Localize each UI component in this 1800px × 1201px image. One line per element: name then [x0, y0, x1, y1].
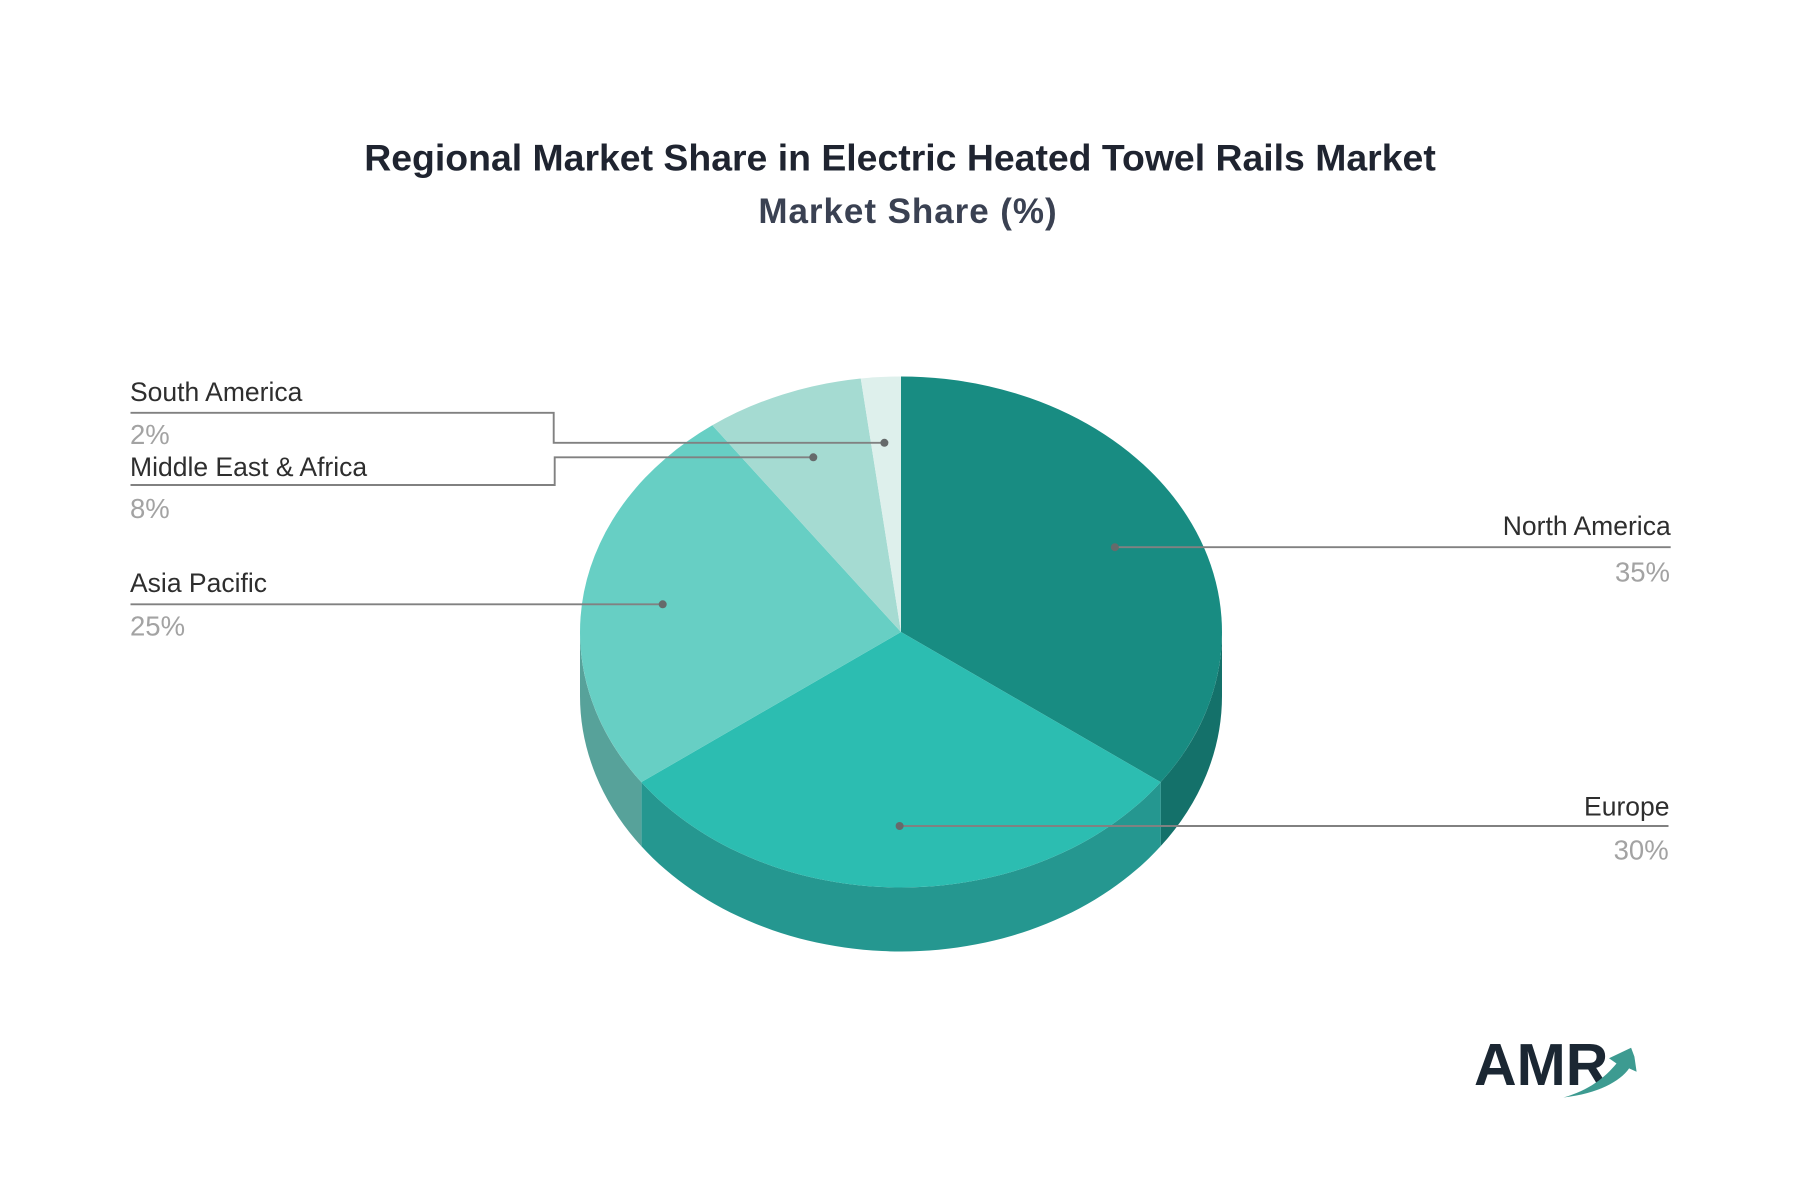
svg-text:Asia Pacific: Asia Pacific: [130, 568, 267, 598]
svg-text:2%: 2%: [130, 419, 170, 450]
svg-text:30%: 30%: [1614, 835, 1669, 866]
svg-text:25%: 25%: [130, 611, 185, 642]
svg-text:Market Share (%): Market Share (%): [758, 192, 1057, 231]
svg-text:AMR: AMR: [1474, 1032, 1608, 1098]
svg-text:8%: 8%: [130, 493, 170, 524]
svg-text:Middle East & Africa: Middle East & Africa: [130, 452, 367, 482]
svg-text:North America: North America: [1503, 511, 1671, 541]
svg-text:Europe: Europe: [1584, 792, 1669, 822]
svg-text:Regional Market Share in Elect: Regional Market Share in Electric Heated…: [364, 136, 1436, 178]
svg-text:South America: South America: [130, 377, 303, 407]
svg-text:35%: 35%: [1615, 557, 1670, 588]
